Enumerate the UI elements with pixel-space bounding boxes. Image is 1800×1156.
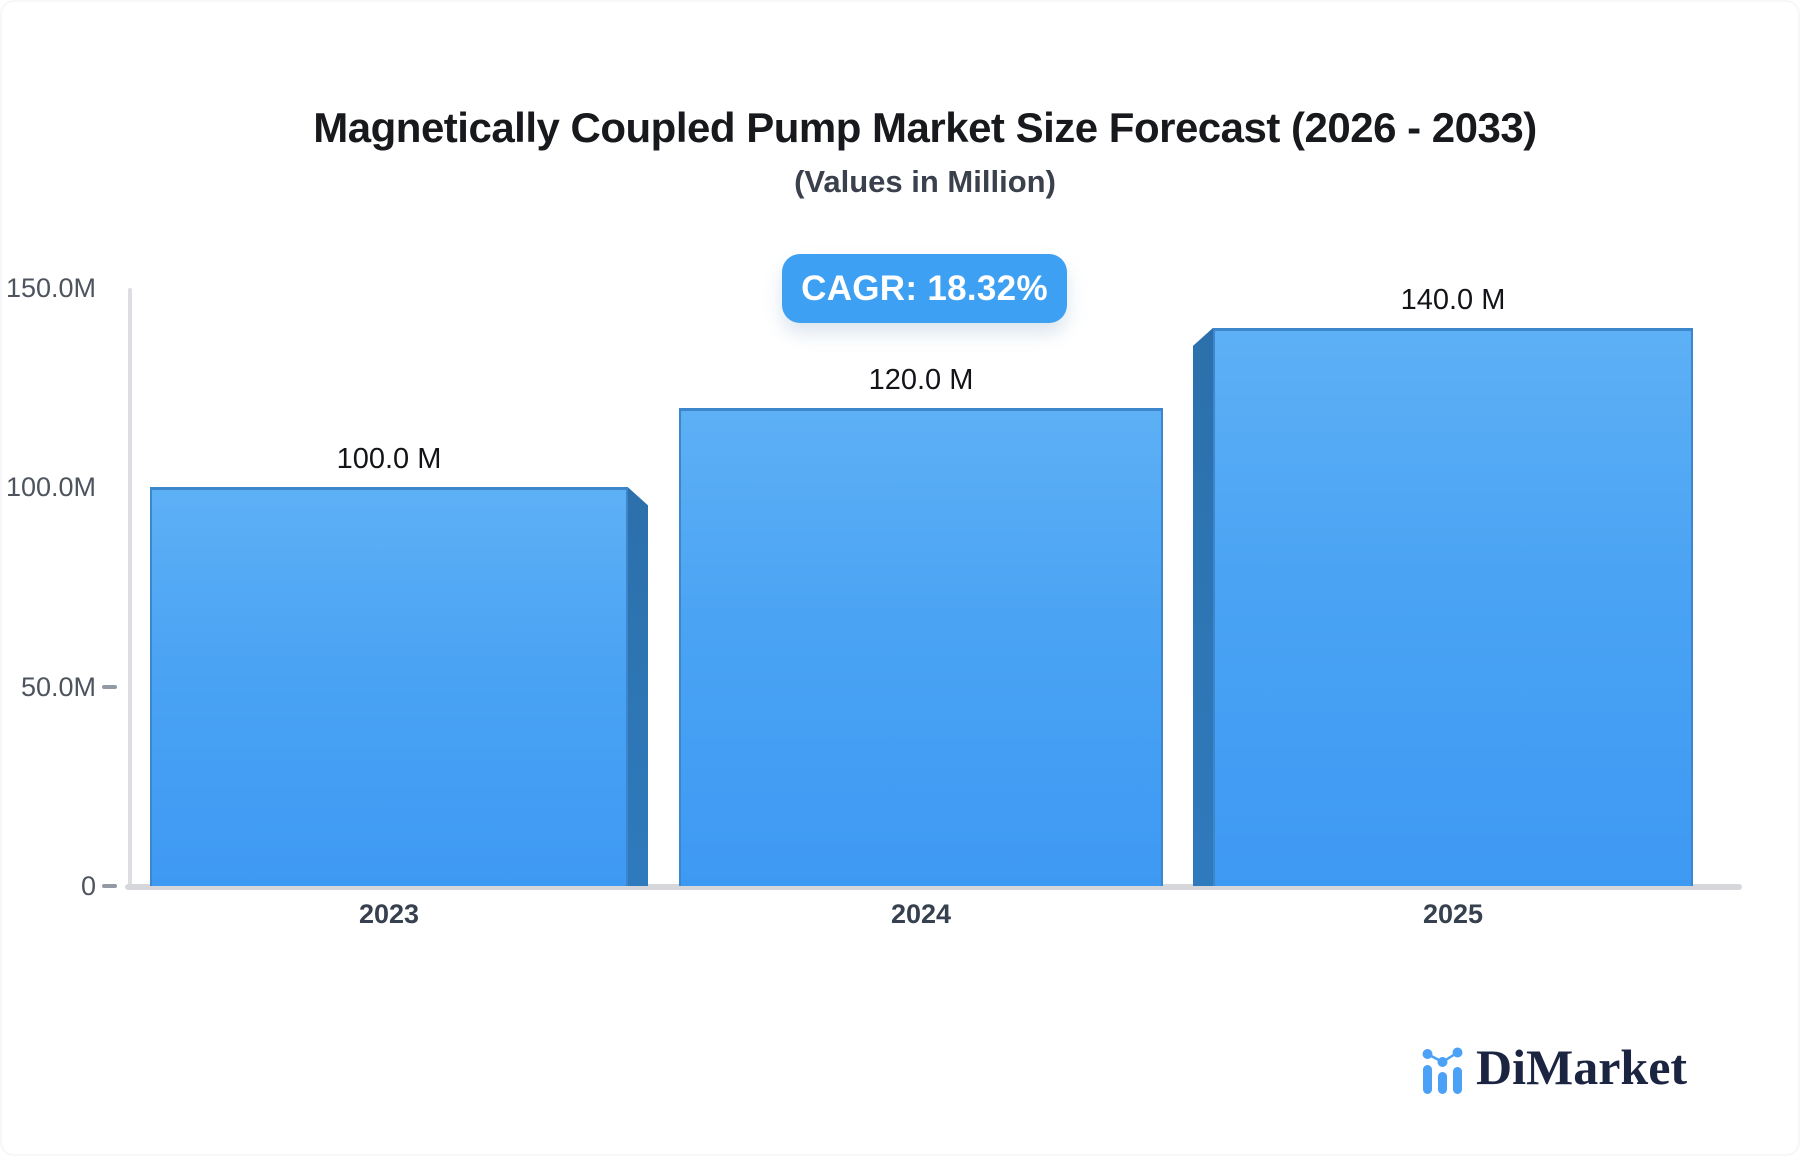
logo-text: DiMarket bbox=[1476, 1039, 1688, 1095]
bar-2025[interactable] bbox=[1213, 327, 1693, 886]
y-tick-dash bbox=[102, 884, 117, 888]
x-tick-label: 2023 bbox=[358, 899, 420, 929]
x-axis-line bbox=[125, 884, 1742, 890]
y-axis-line bbox=[128, 288, 132, 890]
y-tick-label: 100.0M bbox=[5, 472, 96, 503]
bar-3d-side bbox=[628, 487, 648, 886]
bar-value-label: 120.0 M bbox=[868, 363, 974, 396]
bar-value-label: 100.0 M bbox=[336, 443, 442, 476]
y-tick-label: 50.0M bbox=[20, 671, 96, 702]
y-tick-label: 150.0M bbox=[5, 273, 96, 303]
y-tick-label: 0 bbox=[80, 871, 96, 901]
bar-2024[interactable] bbox=[679, 407, 1163, 886]
brand-logo: DiMarket bbox=[1421, 1038, 1687, 1094]
x-tick-label: 2025 bbox=[1422, 899, 1484, 929]
chart-title: Magnetically Coupled Pump Market Size Fo… bbox=[313, 104, 1537, 151]
y-tick-dash bbox=[102, 684, 117, 689]
chart-subtitle: (Values in Million) bbox=[794, 164, 1056, 199]
bar-value-label: 140.0 M bbox=[1400, 283, 1506, 316]
bar-line-chart-icon bbox=[1422, 1047, 1463, 1094]
cagr-badge: CAGR: 18.32% bbox=[782, 254, 1067, 323]
bar-2023[interactable] bbox=[150, 487, 628, 886]
x-tick-label: 2024 bbox=[890, 899, 952, 929]
bar-3d-side bbox=[1193, 327, 1213, 886]
